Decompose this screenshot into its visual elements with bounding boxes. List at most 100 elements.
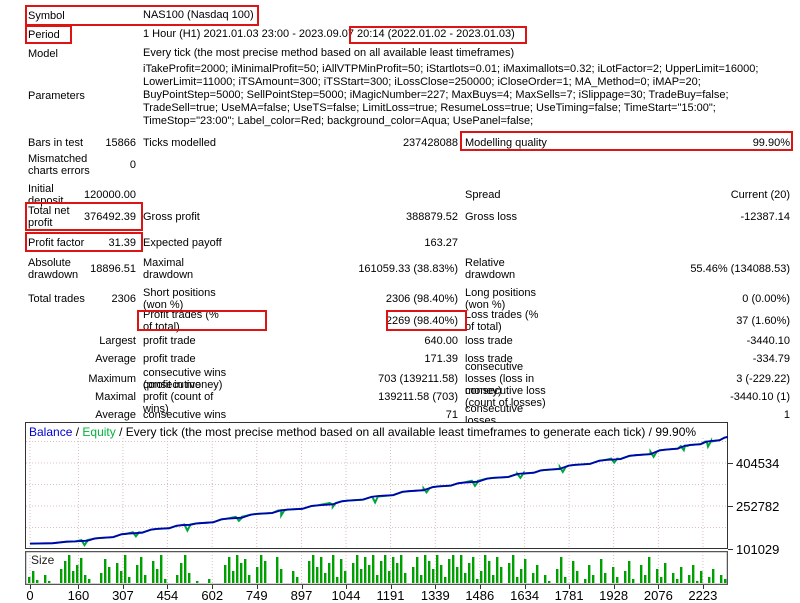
stat-value: -3440.10 (1) bbox=[730, 391, 790, 403]
x-axis-label: 1781 bbox=[554, 588, 584, 603]
x-axis-label: 160 bbox=[67, 588, 90, 603]
stat-value: Average bbox=[95, 409, 136, 421]
x-axis-label: 1044 bbox=[331, 588, 361, 603]
stat-value: -12387.14 bbox=[740, 211, 790, 223]
stat-row: Initial deposit 120000.00 Spread Current (2… bbox=[0, 183, 800, 207]
x-axis-tick bbox=[569, 585, 571, 589]
info-row: Period 1 Hour (H1) 2021.01.03 23:00 - 202… bbox=[0, 25, 800, 44]
stat-label: Expected payoff bbox=[143, 237, 222, 249]
x-axis-label: 1928 bbox=[599, 588, 629, 603]
stat-row: Absolute drawdown 18896.51 Maximal drawdow… bbox=[0, 256, 800, 282]
stat-value: Current (20) bbox=[730, 189, 790, 201]
stat-label: consecutive profit (count of wins) bbox=[143, 379, 214, 415]
stat-value: Maximum bbox=[88, 373, 136, 385]
stat-value: Largest bbox=[99, 335, 136, 347]
stat-value: -334.79 bbox=[752, 353, 790, 365]
x-axis-label: 1634 bbox=[510, 588, 540, 603]
x-axis-tick bbox=[435, 585, 437, 589]
highlight-profit-trades-value bbox=[386, 310, 467, 331]
size-histogram bbox=[25, 551, 728, 585]
legend-balance: Balance bbox=[29, 425, 73, 439]
x-axis-tick bbox=[122, 585, 124, 589]
x-axis-label: 1191 bbox=[376, 588, 405, 603]
y-axis-label: 404534 bbox=[736, 456, 780, 471]
stat-value: 18896.51 bbox=[90, 263, 136, 275]
stat-row: Bars in test 15866 Ticks modelled 237428088… bbox=[0, 134, 800, 152]
x-axis-label: 454 bbox=[156, 588, 179, 603]
stat-label: Profit factor bbox=[28, 237, 85, 249]
stat-value: 31.39 bbox=[108, 237, 136, 249]
legend-equity: Equity bbox=[82, 425, 116, 439]
stat-label: Ticks modelled bbox=[143, 137, 216, 149]
x-axis-label: 1486 bbox=[465, 588, 495, 603]
highlight-date-range bbox=[349, 26, 527, 44]
highlight-profit-factor bbox=[25, 232, 143, 252]
stat-label: profit trade bbox=[143, 353, 196, 365]
x-axis-label: 1339 bbox=[420, 588, 450, 603]
stat-row: Maximum consecutive wins (profit in money… bbox=[0, 361, 800, 397]
x-axis-label: 749 bbox=[245, 588, 268, 603]
x-axis-label: 307 bbox=[112, 588, 134, 603]
stat-label: Total trades bbox=[28, 293, 85, 305]
stat-label: Short positions (won %) bbox=[143, 287, 216, 311]
stat-value: 1 bbox=[783, 409, 790, 421]
stat-value: 0 bbox=[129, 159, 136, 171]
stat-row: Average consecutive wins 71 consecutive los… bbox=[0, 403, 800, 427]
stat-value: 2306 bbox=[111, 293, 136, 305]
x-axis-tick bbox=[30, 585, 31, 589]
x-axis-label: 897 bbox=[290, 588, 313, 603]
stat-value: 71 bbox=[445, 409, 458, 421]
stat-value: Average bbox=[95, 353, 136, 365]
stat-label: consecutive wins (profit in money) bbox=[143, 367, 227, 391]
x-axis-label: 0 bbox=[26, 588, 34, 603]
stat-value: 161059.33 (38.83%) bbox=[358, 263, 458, 275]
stat-value: 2306 (98.40%) bbox=[385, 293, 458, 305]
info-label: Period bbox=[28, 28, 60, 41]
info-row: Model Every tick (the most precise method… bbox=[0, 44, 800, 63]
stat-row: Largest profit trade 640.00 loss trade -3440… bbox=[0, 332, 800, 350]
stat-value: 163.27 bbox=[424, 237, 458, 249]
x-axis-tick bbox=[613, 585, 615, 589]
info-value: iTakeProfit=2000; iMinimalProfit=50; iAl… bbox=[143, 63, 759, 127]
stat-label: Gross profit bbox=[143, 211, 200, 223]
info-value: Every tick (the most precise method base… bbox=[143, 47, 515, 59]
x-axis-tick bbox=[167, 585, 169, 589]
stat-value: 640.00 bbox=[424, 335, 458, 347]
highlight-period bbox=[25, 25, 72, 44]
legend-separator: / bbox=[115, 425, 126, 439]
stat-row: Average profit trade 171.39 loss trade -334.… bbox=[0, 350, 800, 368]
x-axis-tick bbox=[702, 585, 704, 589]
stat-label: Initial deposit bbox=[28, 183, 64, 207]
stat-value: 388879.52 bbox=[406, 211, 458, 223]
stat-label: Absolute drawdown bbox=[28, 257, 79, 281]
stat-row: Total trades 2306 Short positions (won %) 2… bbox=[0, 287, 800, 311]
legend-model-text: Every tick (the most precise method base… bbox=[125, 425, 697, 439]
stat-label: consecutive losses (loss in money) bbox=[465, 361, 535, 397]
x-axis-tick bbox=[346, 585, 348, 589]
x-axis-tick bbox=[658, 585, 660, 589]
stat-label: Total net profit bbox=[28, 205, 70, 229]
info-row: Symbol NAS100 (Nasdaq 100) bbox=[0, 6, 800, 25]
highlight-modelling-quality bbox=[460, 131, 793, 151]
stat-value: 0 (0.00%) bbox=[742, 293, 790, 305]
y-axis-tick bbox=[728, 463, 733, 464]
stat-row: Maximal consecutive profit (count of wins… bbox=[0, 379, 800, 415]
x-axis-tick bbox=[78, 585, 80, 589]
stat-value: 37 (1.60%) bbox=[736, 315, 790, 327]
y-axis-label: 101029 bbox=[736, 542, 780, 557]
stat-row: Total net profit 376492.39 Gross profit 388… bbox=[0, 204, 800, 230]
info-row: Parameters iTakeProfit=2000; iMinimalProf… bbox=[0, 63, 800, 128]
x-axis-label: 2076 bbox=[643, 588, 673, 603]
x-axis-tick bbox=[256, 585, 258, 589]
stat-value: 237428088 bbox=[402, 137, 458, 149]
stat-value: 55.46% (134088.53) bbox=[690, 263, 790, 275]
x-axis-tick bbox=[212, 585, 214, 589]
x-axis-label: 602 bbox=[201, 588, 224, 603]
stat-label: Long positions (won %) bbox=[465, 287, 536, 311]
stat-value: Maximal bbox=[95, 391, 136, 403]
info-value: NAS100 (Nasdaq 100) bbox=[143, 9, 254, 21]
stat-label: Mismatched charts errors bbox=[28, 153, 90, 177]
x-axis-tick bbox=[390, 585, 392, 589]
stat-label: Loss trades (% of total) bbox=[465, 309, 539, 333]
stat-label: Gross loss bbox=[465, 211, 517, 223]
